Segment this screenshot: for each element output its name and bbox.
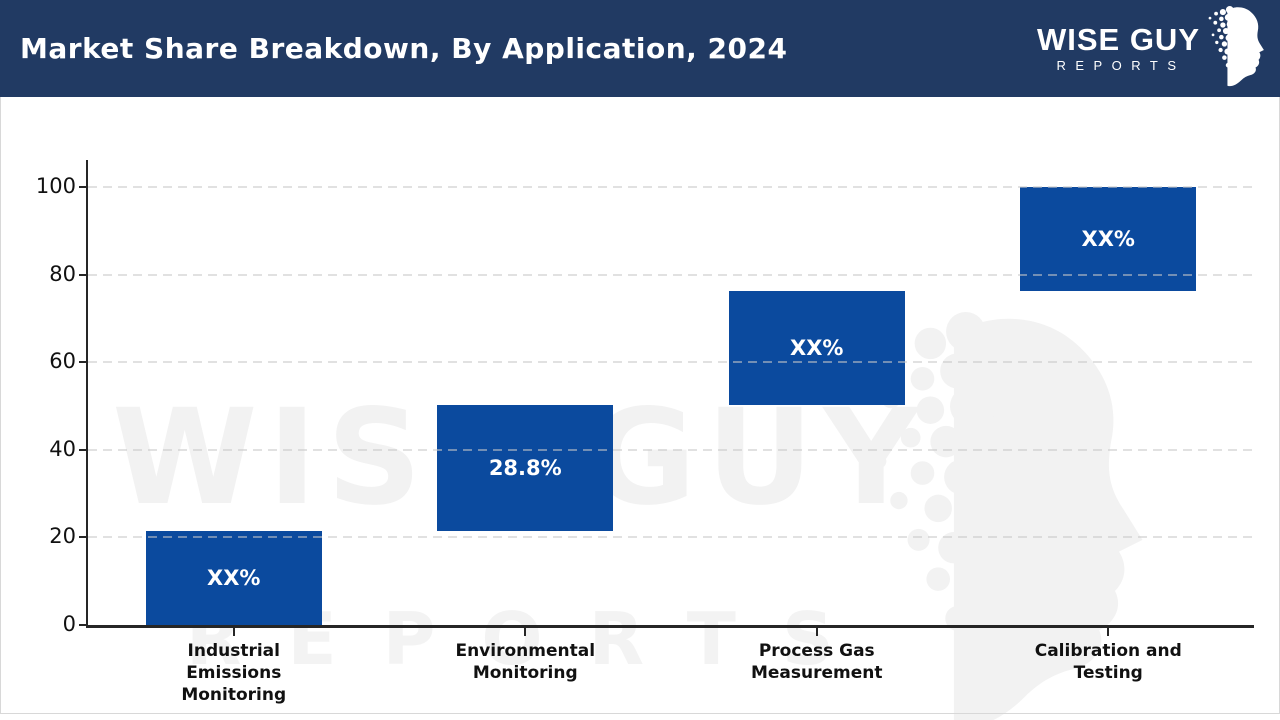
brand-logo-text: WISE GUY REPORTS: [1037, 24, 1200, 73]
wiseguy-head-icon: [1208, 6, 1264, 87]
y-tick-label: 0: [62, 612, 76, 636]
x-axis: [86, 625, 1254, 628]
y-gridline: [88, 536, 1254, 539]
y-tick-label: 20: [49, 524, 76, 549]
bar-segment: XX%: [1020, 187, 1197, 291]
page-title: Market Share Breakdown, By Application, …: [20, 32, 788, 65]
bar-segment: 28.8%: [437, 405, 614, 532]
card-bottom-border: [0, 713, 1280, 714]
y-tick: [79, 448, 87, 451]
bar-value-label: XX%: [207, 566, 261, 591]
y-gridline: [88, 361, 1254, 364]
bar-value-label: XX%: [1081, 226, 1135, 251]
y-tick: [79, 361, 87, 364]
brand-logo: WISE GUY REPORTS: [1037, 6, 1270, 91]
bar-segment: XX%: [145, 531, 322, 625]
y-tick: [79, 273, 87, 276]
y-tick-label: 100: [35, 174, 76, 198]
y-gridline: [88, 273, 1254, 276]
y-tick: [79, 624, 87, 626]
y-axis: [86, 160, 88, 627]
bar-value-label: 28.8%: [488, 456, 562, 481]
y-gridline: [88, 448, 1254, 451]
y-tick: [79, 536, 87, 539]
y-tick-label: 40: [49, 436, 76, 461]
category-label: Environmental Monitoring: [455, 641, 596, 683]
y-tick: [79, 186, 87, 188]
brand-subtitle: REPORTS: [1056, 58, 1186, 73]
category-label: Industrial Emissions Monitoring: [181, 641, 287, 705]
x-tick: [815, 628, 818, 636]
y-tick-label: 80: [49, 261, 76, 286]
category-label: Calibration and Testing: [1034, 641, 1182, 683]
bar-segment: XX%: [728, 290, 905, 406]
x-tick: [1107, 628, 1110, 636]
card-left-border: [0, 97, 1, 714]
y-gridline: [88, 186, 1254, 188]
brand-name: WISE GUY: [1036, 22, 1200, 57]
x-tick: [232, 628, 235, 636]
x-tick: [524, 628, 527, 636]
y-tick-label: 60: [49, 349, 76, 374]
header: Market Share Breakdown, By Application, …: [0, 0, 1280, 97]
category-label: Process Gas Measurement: [750, 641, 883, 683]
bar-value-label: XX%: [790, 335, 844, 360]
